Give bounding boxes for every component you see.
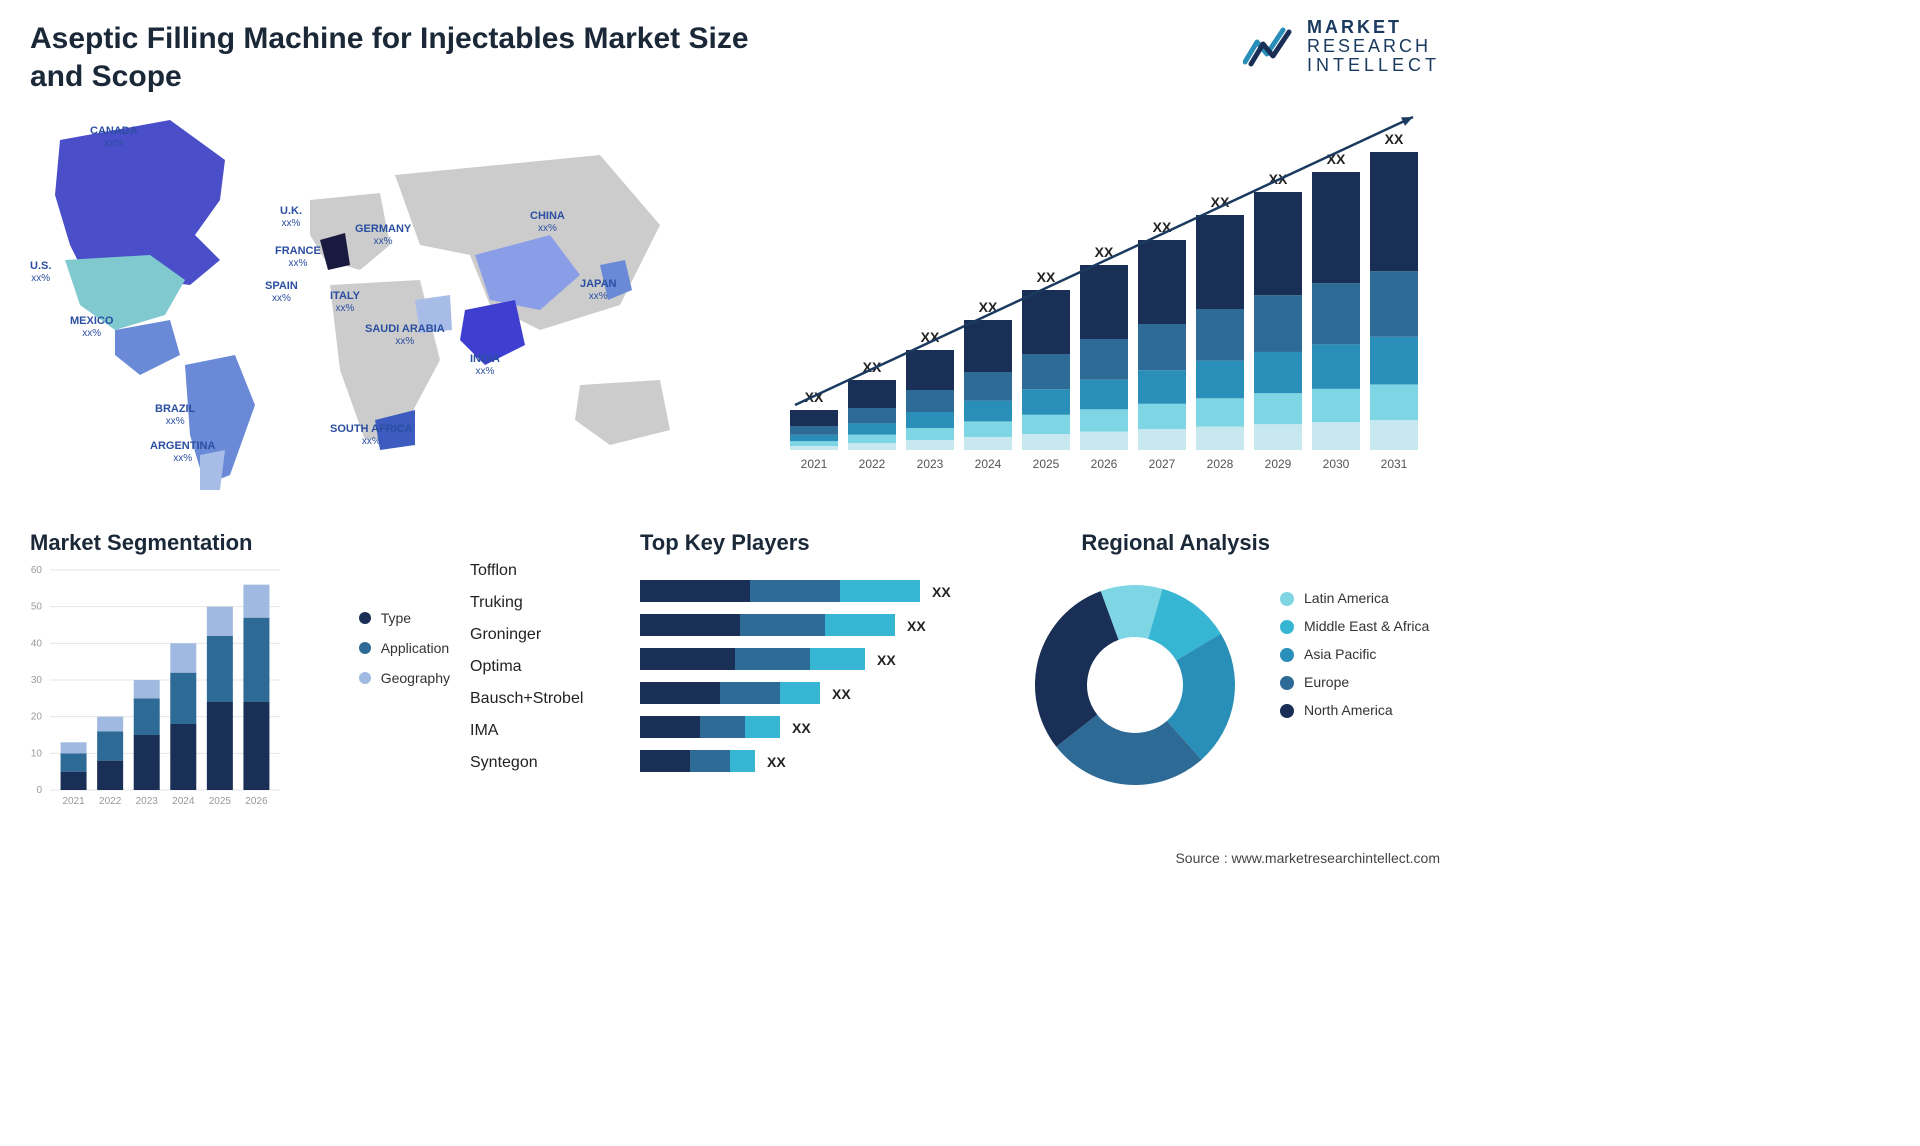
map-label: SAUDI ARABIAxx% — [365, 323, 445, 347]
company-name: IMA — [470, 715, 583, 747]
svg-text:2022: 2022 — [99, 796, 122, 807]
logo-line1: MARKET — [1307, 18, 1440, 37]
svg-text:XX: XX — [767, 754, 786, 770]
svg-text:2026: 2026 — [245, 796, 268, 807]
map-label: U.S.xx% — [30, 260, 51, 284]
company-name: Syntegon — [470, 747, 583, 779]
map-label: SPAINxx% — [265, 280, 298, 304]
legend-item: Middle East & Africa — [1280, 618, 1440, 634]
growth-chart: 2021XX2022XX2023XX2024XX2025XX2026XX2027… — [780, 110, 1440, 480]
company-name: Tofflon — [470, 555, 583, 587]
company-name: Optima — [470, 651, 583, 683]
svg-text:2028: 2028 — [1207, 457, 1234, 471]
company-name: Truking — [470, 587, 583, 619]
legend-item: Type — [359, 610, 450, 626]
map-label: ARGENTINAxx% — [150, 440, 215, 464]
map-label: CANADAxx% — [90, 125, 138, 149]
legend-item: Europe — [1280, 674, 1440, 690]
logo-line3: INTELLECT — [1307, 56, 1440, 75]
svg-text:50: 50 — [31, 602, 43, 613]
svg-text:2022: 2022 — [859, 457, 886, 471]
legend-item: Geography — [359, 670, 450, 686]
map-label: CHINAxx% — [530, 210, 565, 234]
svg-text:2021: 2021 — [801, 457, 828, 471]
regional-legend: Latin America Middle East & Africa Asia Pa… — [1280, 590, 1440, 730]
page-title: Aseptic Filling Machine for Injectables … — [30, 20, 780, 95]
map-label: INDIAxx% — [470, 353, 500, 377]
company-name: Bausch+Strobel — [470, 683, 583, 715]
svg-text:10: 10 — [31, 748, 43, 759]
svg-text:XX: XX — [1385, 131, 1404, 147]
svg-text:XX: XX — [1037, 269, 1056, 285]
map-label: BRAZILxx% — [155, 403, 195, 427]
brand-logo: MARKET RESEARCH INTELLECT — [1243, 18, 1440, 75]
logo-line2: RESEARCH — [1307, 37, 1440, 56]
map-label: ITALYxx% — [330, 290, 360, 314]
legend-item: Latin America — [1280, 590, 1440, 606]
svg-text:40: 40 — [31, 638, 43, 649]
svg-text:2026: 2026 — [1091, 457, 1118, 471]
svg-text:2023: 2023 — [136, 796, 159, 807]
svg-text:2023: 2023 — [917, 457, 944, 471]
svg-text:XX: XX — [907, 618, 926, 634]
svg-text:2031: 2031 — [1381, 457, 1408, 471]
svg-text:60: 60 — [31, 565, 43, 576]
svg-text:20: 20 — [31, 712, 43, 723]
svg-text:2030: 2030 — [1323, 457, 1350, 471]
world-map: CANADAxx% U.S.xx% MEXICOxx% BRAZILxx% ARGENT… — [20, 105, 700, 495]
svg-text:XX: XX — [792, 720, 811, 736]
svg-text:2027: 2027 — [1149, 457, 1176, 471]
players-chart: XX XX XX XX XX XX — [630, 560, 990, 825]
svg-text:0: 0 — [36, 785, 42, 796]
companies-list: TofflonTrukingGroningerOptimaBausch+Stro… — [470, 555, 583, 779]
legend-item: North America — [1280, 702, 1440, 718]
map-label: FRANCExx% — [275, 245, 321, 269]
segmentation-chart: 0 10 20 30 40 50 60 2021 2022 2023 2024 2025 2026 Ty… — [20, 560, 450, 830]
svg-text:XX: XX — [877, 652, 896, 668]
svg-text:2021: 2021 — [62, 796, 85, 807]
svg-text:XX: XX — [832, 686, 851, 702]
segmentation-heading: Market Segmentation — [30, 530, 253, 556]
players-heading: Top Key Players — [640, 530, 810, 556]
svg-text:2025: 2025 — [209, 796, 232, 807]
svg-text:2024: 2024 — [975, 457, 1002, 471]
map-label: MEXICOxx% — [70, 315, 113, 339]
source-text: Source : www.marketresearchintellect.com — [1175, 850, 1440, 866]
svg-text:2025: 2025 — [1033, 457, 1060, 471]
logo-icon — [1243, 24, 1297, 68]
svg-text:2029: 2029 — [1265, 457, 1292, 471]
map-label: SOUTH AFRICAxx% — [330, 423, 413, 447]
company-name: Groninger — [470, 619, 583, 651]
map-label: JAPANxx% — [580, 278, 616, 302]
svg-text:XX: XX — [932, 584, 951, 600]
svg-text:30: 30 — [31, 675, 43, 686]
legend-item: Application — [359, 640, 450, 656]
segmentation-legend: Type Application Geography — [359, 610, 450, 700]
svg-text:2024: 2024 — [172, 796, 195, 807]
legend-item: Asia Pacific — [1280, 646, 1440, 662]
map-label: U.K.xx% — [280, 205, 302, 229]
regional-chart: Latin America Middle East & Africa Asia Pa… — [1010, 560, 1440, 815]
regional-heading: Regional Analysis — [1081, 530, 1270, 556]
map-label: GERMANYxx% — [355, 223, 411, 247]
